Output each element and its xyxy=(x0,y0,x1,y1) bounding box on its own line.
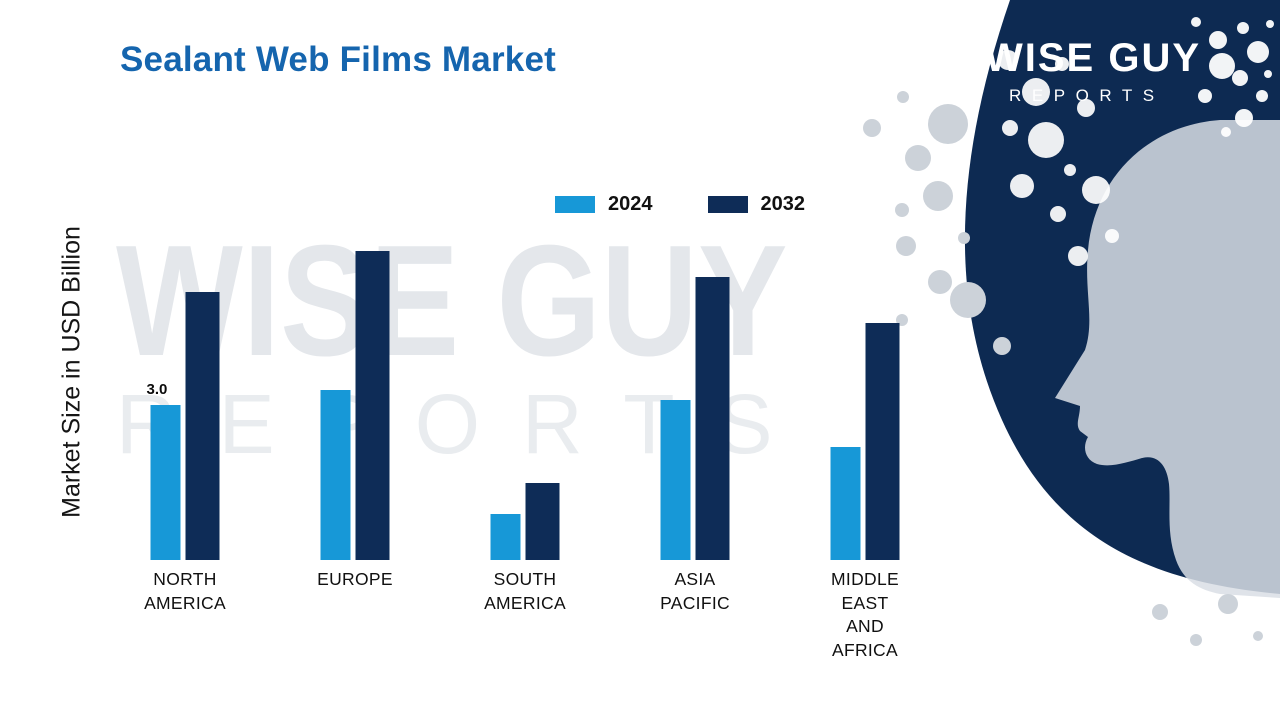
page-title: Sealant Web Films Market xyxy=(120,40,556,79)
bar-group-asia-pacific: ASIA PACIFIC xyxy=(625,160,765,705)
logo-title: WISE GUY xyxy=(985,36,1202,80)
bar-group-south-america: SOUTH AMERICA xyxy=(455,160,595,705)
bar-pair xyxy=(660,277,730,560)
decorative-dots-gray xyxy=(863,91,1263,646)
bar-group-middle-east-and-africa: MIDDLE EAST AND AFRICA xyxy=(795,160,935,705)
legend-swatch-2024 xyxy=(555,196,595,213)
bar-pair xyxy=(320,251,390,560)
logo-head-dots xyxy=(1191,17,1274,137)
bar-chart: 3.0 NORTH AMERICA EUROPE SOUTH AMERICA ASIA PAC… xyxy=(110,160,950,705)
bar-2024-asia-pacific xyxy=(660,400,691,560)
bar-2032-north-america xyxy=(185,292,220,560)
legend-label-2024: 2024 xyxy=(608,193,653,215)
bar-2024-north-america: 3.0 xyxy=(147,381,181,560)
bar-pair: 3.0 xyxy=(147,292,220,560)
bar-group-north-america: 3.0 NORTH AMERICA xyxy=(115,160,255,705)
watermark-line1: WISE GUY xyxy=(116,213,788,389)
bar-2024-south-america xyxy=(490,514,521,560)
bar-2024-europe xyxy=(320,390,351,560)
bar-pair xyxy=(490,483,560,560)
logo: WISE GUY REPORTS xyxy=(985,38,1201,106)
legend-label-2032: 2032 xyxy=(760,193,806,215)
category-label-middle-east-and-africa: MIDDLE EAST AND AFRICA xyxy=(831,569,899,660)
category-label-asia-pacific: ASIA PACIFIC xyxy=(660,569,730,613)
bar-group-europe: EUROPE xyxy=(285,160,425,705)
bar-2032-south-america xyxy=(525,483,560,560)
decorative-dots-white xyxy=(998,50,1119,266)
logo-subtitle: REPORTS xyxy=(1009,86,1165,105)
watermark: WISE GUY REPORTS xyxy=(116,222,906,473)
bar-value-label: 3.0 xyxy=(146,381,168,398)
category-label-south-america: SOUTH AMERICA xyxy=(484,569,566,613)
category-label-europe: EUROPE xyxy=(317,569,393,589)
bar-2032-europe xyxy=(355,251,390,560)
y-axis-label: Market Size in USD Billion xyxy=(57,226,86,518)
legend-swatch-2032 xyxy=(707,196,748,213)
legend-item-2032: 2032 xyxy=(707,193,806,216)
category-label-north-america: NORTH AMERICA xyxy=(144,569,226,613)
chart-legend: 2024 2032 xyxy=(555,193,805,216)
bar-pair xyxy=(830,323,900,560)
legend-item-2024: 2024 xyxy=(555,193,653,216)
bar-2032-asia-pacific xyxy=(695,277,730,560)
bar-2024-middle-east-and-africa xyxy=(830,447,861,560)
bar-2032-middle-east-and-africa xyxy=(865,323,900,560)
